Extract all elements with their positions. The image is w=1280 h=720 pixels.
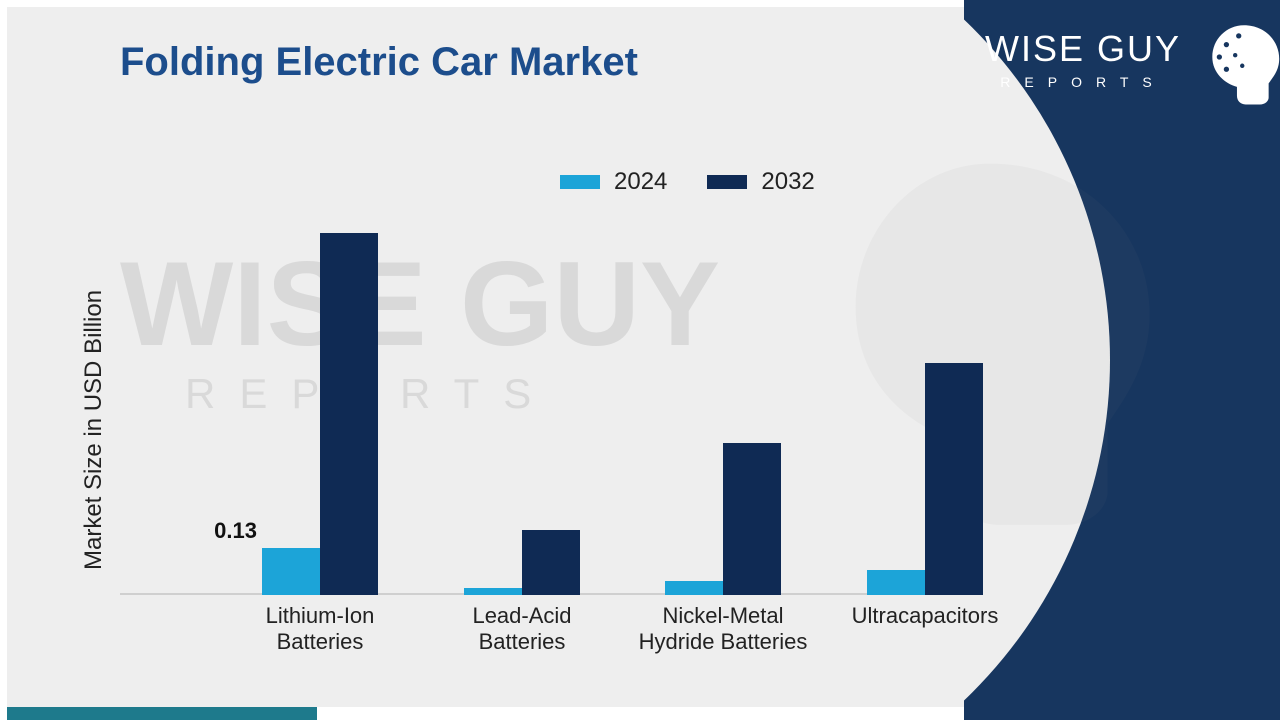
bar (925, 363, 983, 595)
category-label: Lithium-Ion Batteries (225, 603, 415, 655)
brand-logo-line1: WISE GUY (985, 28, 1181, 70)
legend-swatch (707, 175, 747, 189)
bar (723, 443, 781, 595)
chart-title: Folding Electric Car Market (120, 40, 638, 85)
brand-logo-head-icon (1200, 20, 1280, 108)
legend-item: 2024 (560, 168, 667, 196)
bar (320, 233, 378, 595)
y-axis-label: Market Size in USD Billion (80, 290, 108, 570)
bar (522, 530, 580, 595)
legend-item: 2032 (707, 168, 814, 196)
legend-swatch (560, 175, 600, 189)
bar (867, 570, 925, 595)
legend-label: 2032 (761, 168, 814, 196)
bar (262, 548, 320, 595)
category-label: Ultracapacitors (830, 603, 1020, 629)
category-label: Lead-Acid Batteries (427, 603, 617, 655)
brand-logo: WISE GUY REPORTS (985, 28, 1181, 90)
category-label: Nickel-Metal Hydride Batteries (628, 603, 818, 655)
legend: 2024 2032 (560, 168, 815, 196)
plot-area: 0.13Lithium-Ion BatteriesLead-Acid Batte… (120, 215, 970, 595)
bar (464, 588, 522, 595)
bar-value-label: 0.13 (207, 518, 257, 544)
legend-label: 2024 (614, 168, 667, 196)
brand-logo-line2: REPORTS (985, 74, 1181, 90)
bottom-accent-strip (7, 707, 317, 720)
bar (665, 581, 723, 595)
